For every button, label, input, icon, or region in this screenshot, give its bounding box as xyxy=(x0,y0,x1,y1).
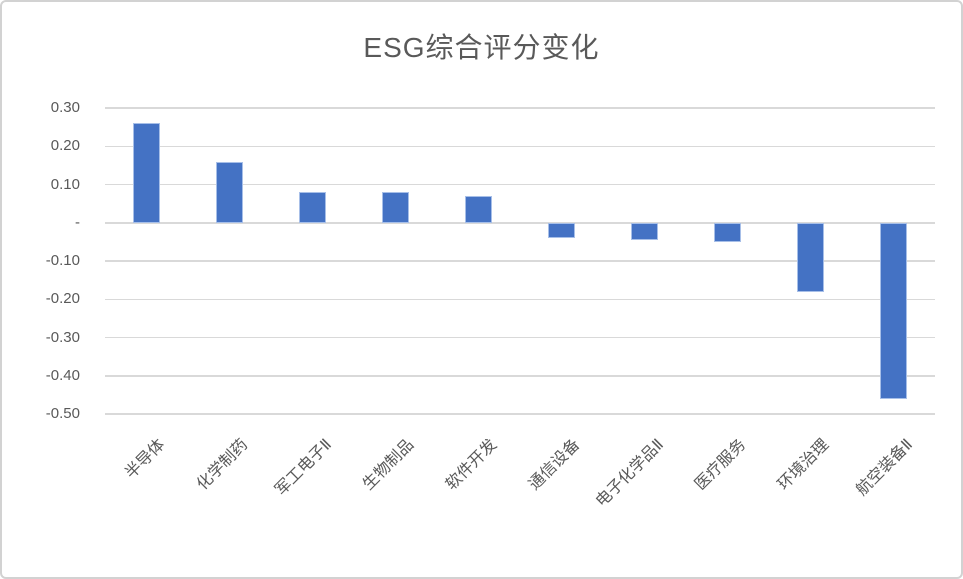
bar xyxy=(133,123,160,223)
gridline xyxy=(105,413,935,415)
y-tick-label: 0.10 xyxy=(50,175,80,193)
y-tick-label: 0.30 xyxy=(50,99,80,116)
y-tick-label: -0.30 xyxy=(45,328,80,346)
chart-title: ESG综合评分变化 xyxy=(363,32,600,63)
gridline xyxy=(105,107,935,109)
bar xyxy=(631,222,658,240)
bar xyxy=(714,222,741,242)
bar xyxy=(382,192,409,223)
y-tick-label: 0.20 xyxy=(50,137,80,155)
bar xyxy=(216,161,243,223)
y-tick-label: -0.50 xyxy=(45,405,80,422)
gridline xyxy=(105,145,935,147)
gridline xyxy=(105,260,935,262)
y-tick-label: -0.40 xyxy=(45,366,80,384)
y-tick-label: - xyxy=(75,213,80,231)
gridline xyxy=(105,375,935,377)
bar xyxy=(465,195,492,223)
bar xyxy=(299,192,326,223)
gridline xyxy=(105,183,935,186)
gridline xyxy=(105,298,935,300)
gridline xyxy=(105,222,935,224)
y-tick-label: -0.20 xyxy=(45,290,80,308)
y-tick-label: -0.10 xyxy=(45,252,80,269)
bar xyxy=(548,222,575,239)
gridline xyxy=(105,336,935,339)
bar xyxy=(880,222,907,399)
bar xyxy=(797,222,824,292)
